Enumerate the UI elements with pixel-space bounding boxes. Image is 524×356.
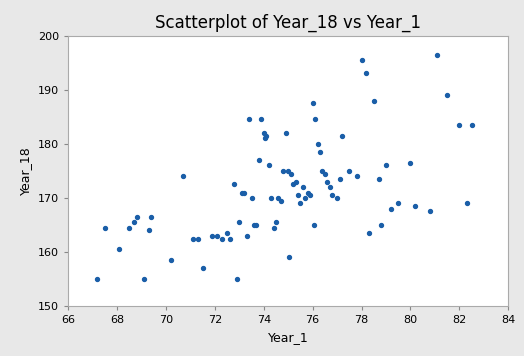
Point: [411, 203, 420, 209]
Point: [261, 136, 269, 141]
Point: [463, 200, 471, 206]
Point: [301, 195, 310, 201]
Point: [223, 230, 231, 236]
Point: [240, 190, 248, 195]
Point: [133, 214, 141, 220]
Point: [93, 276, 102, 282]
Point: [309, 100, 317, 106]
Point: [272, 219, 280, 225]
Point: [365, 230, 373, 236]
Point: [265, 163, 273, 168]
Point: [333, 195, 341, 201]
Point: [281, 130, 290, 136]
Title: Scatterplot of Year_18 vs Year_1: Scatterplot of Year_18 vs Year_1: [155, 13, 421, 32]
Point: [233, 276, 241, 282]
Point: [167, 257, 175, 263]
Point: [245, 117, 253, 122]
Point: [189, 236, 197, 241]
Point: [101, 225, 109, 231]
Point: [318, 168, 326, 174]
Point: [299, 184, 307, 190]
Point: [362, 70, 370, 76]
Point: [252, 222, 260, 228]
Point: [338, 133, 346, 138]
Point: [237, 190, 246, 195]
Point: [321, 171, 329, 177]
Point: [335, 176, 344, 182]
Point: [443, 92, 451, 98]
Point: [259, 130, 268, 136]
Point: [147, 214, 156, 220]
Point: [311, 117, 319, 122]
Point: [130, 219, 138, 225]
Point: [296, 200, 304, 206]
Point: [306, 192, 314, 198]
Point: [369, 98, 378, 103]
Point: [199, 266, 207, 271]
Point: [284, 168, 292, 174]
Point: [406, 160, 414, 166]
Point: [235, 219, 244, 225]
Point: [345, 168, 354, 174]
Point: [328, 192, 336, 198]
Point: [230, 182, 238, 187]
Point: [433, 52, 442, 57]
Point: [289, 182, 297, 187]
Point: [294, 192, 302, 198]
Point: [353, 173, 361, 179]
Point: [277, 198, 285, 204]
Point: [323, 179, 332, 184]
Point: [310, 222, 318, 228]
Point: [316, 149, 324, 155]
Point: [455, 122, 464, 128]
Point: [357, 57, 366, 63]
Point: [247, 195, 256, 201]
Point: [225, 236, 234, 241]
Point: [287, 171, 295, 177]
Point: [179, 173, 187, 179]
Point: [262, 133, 270, 138]
Point: [115, 246, 124, 252]
Point: [193, 236, 202, 241]
Point: [257, 117, 266, 122]
Point: [274, 195, 282, 201]
Point: [213, 233, 222, 239]
Point: [375, 176, 383, 182]
Point: [267, 195, 275, 201]
X-axis label: Year_1: Year_1: [268, 331, 309, 344]
Point: [303, 190, 312, 195]
Point: [313, 141, 322, 147]
Point: [291, 179, 300, 184]
Point: [243, 233, 251, 239]
Point: [145, 227, 153, 233]
Point: [387, 206, 395, 211]
Point: [382, 163, 390, 168]
Point: [394, 200, 402, 206]
Point: [140, 276, 148, 282]
Point: [325, 184, 334, 190]
Point: [467, 122, 476, 128]
Point: [218, 236, 226, 241]
Point: [377, 222, 385, 228]
Point: [279, 168, 288, 174]
Point: [285, 255, 293, 260]
Point: [255, 157, 263, 163]
Y-axis label: Year_18: Year_18: [19, 147, 32, 195]
Point: [250, 222, 258, 228]
Point: [426, 209, 434, 214]
Point: [269, 225, 278, 231]
Point: [125, 225, 134, 231]
Point: [208, 233, 216, 239]
